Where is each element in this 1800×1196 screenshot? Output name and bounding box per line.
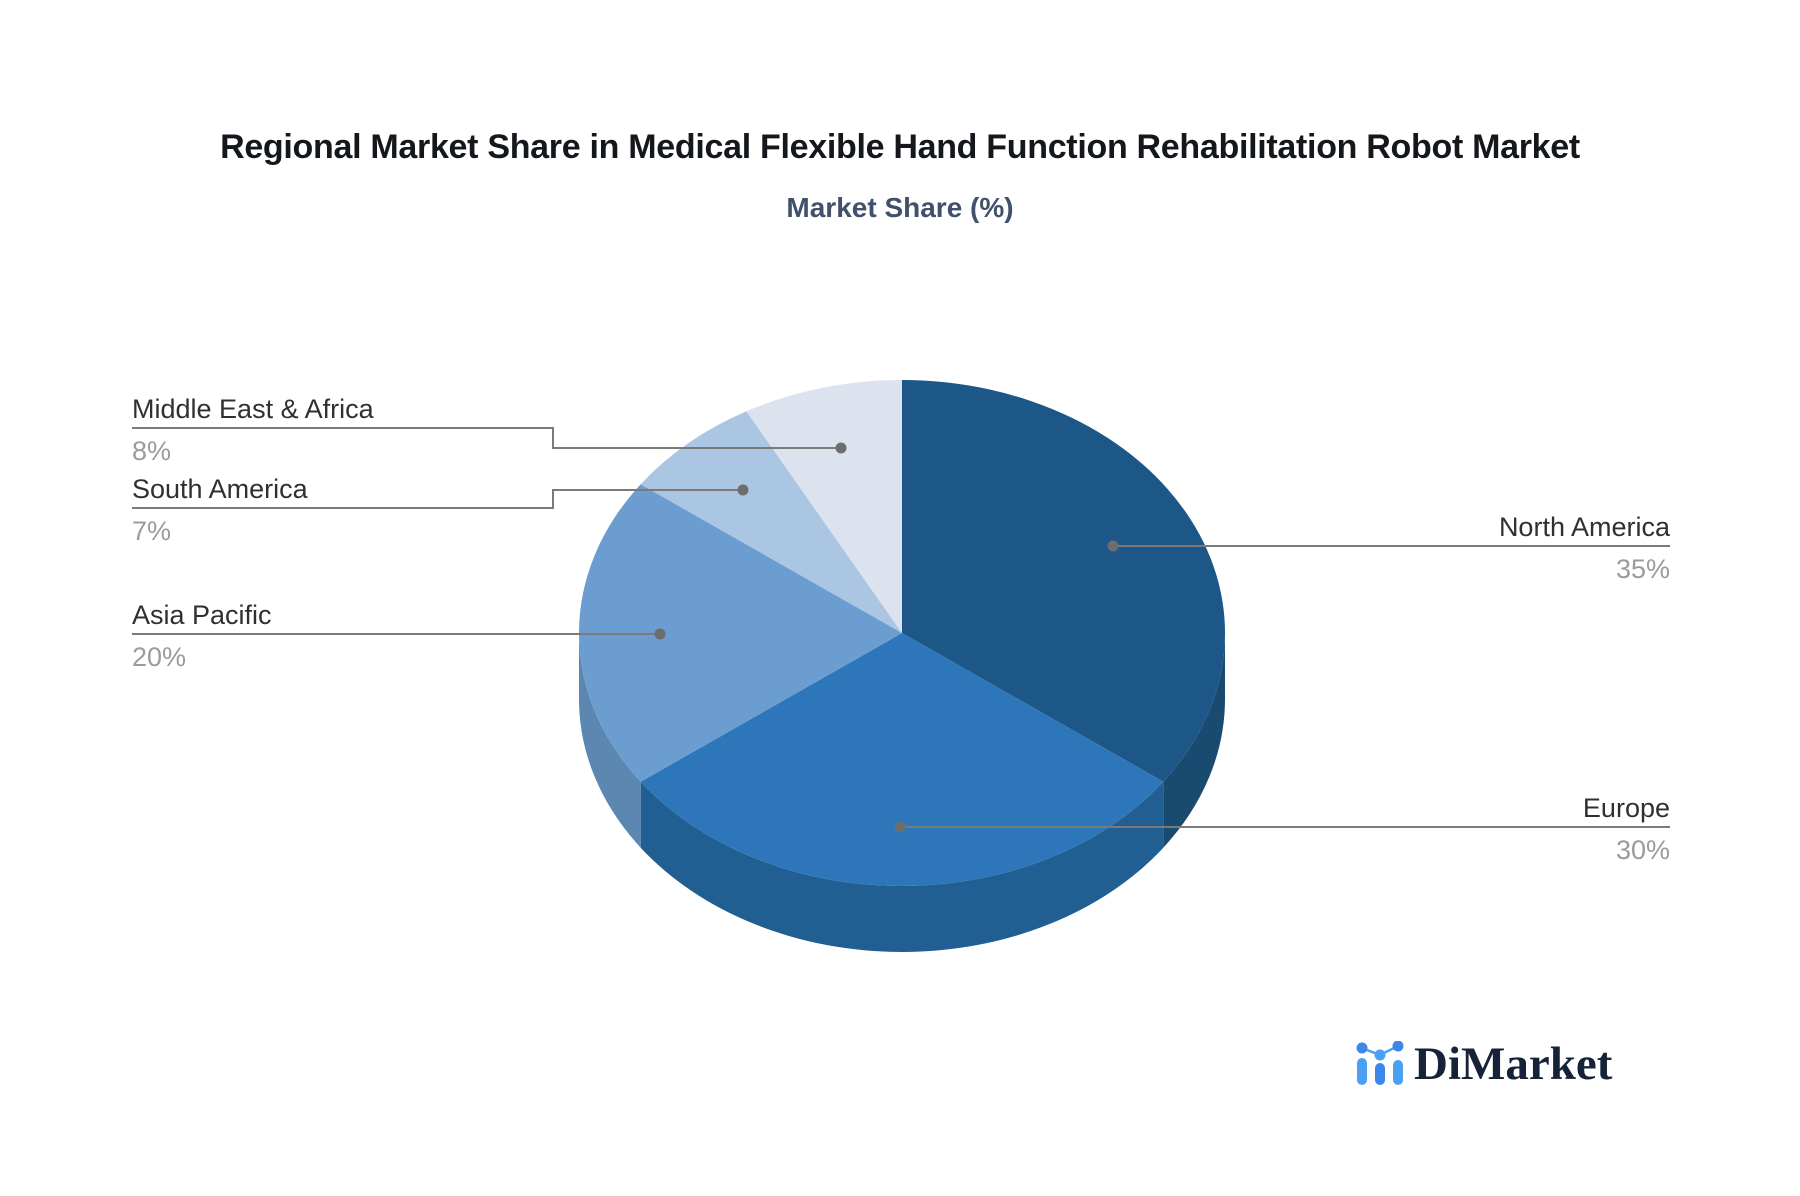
- pie-slice-north-america[interactable]: [902, 380, 1225, 782]
- slice-percent-europe: 30%: [1616, 835, 1670, 865]
- brand-logo-text: DiMarket: [1414, 1037, 1613, 1090]
- bar-chart-logo-icon: [1356, 1041, 1404, 1085]
- pie-callouts: North America 35% Europe 30% Asia Pacific 20%…: [132, 394, 1671, 865]
- leader-dot-south-america: [737, 484, 749, 496]
- pie-wall-north-america: [1163, 633, 1225, 848]
- pie-slice-asia-pacific[interactable]: [579, 484, 902, 782]
- slice-percent-south-america: 7%: [132, 516, 171, 546]
- leader-dot-north-america: [1107, 540, 1119, 552]
- slice-percent-north-america: 35%: [1616, 554, 1670, 584]
- leader-dot-europe: [894, 821, 906, 833]
- brand-logo[interactable]: DiMarket: [1356, 1036, 1612, 1092]
- pie-slice-europe[interactable]: [640, 633, 1164, 886]
- chart-title: Regional Market Share in Medical Flexibl…: [220, 128, 1580, 166]
- slice-label-middle-east-africa: Middle East & Africa: [132, 394, 375, 424]
- pie-wall-asia-pacific: [579, 633, 641, 848]
- pie-3d-walls: [579, 633, 1225, 952]
- pie-slice-middle-east-africa[interactable]: [746, 380, 902, 633]
- leader-line-south-america: [132, 489, 743, 509]
- leader-dot-middle-east-africa: [835, 442, 847, 454]
- slice-percent-asia-pacific: 20%: [132, 642, 186, 672]
- slice-label-asia-pacific: Asia Pacific: [132, 600, 272, 630]
- chart-subtitle: Market Share (%): [786, 192, 1014, 223]
- slice-label-north-america: North America: [1499, 512, 1671, 542]
- pie-slice-south-america[interactable]: [640, 411, 902, 633]
- slice-label-europe: Europe: [1583, 793, 1670, 823]
- pie-slices: [579, 380, 1225, 886]
- slice-label-south-america: South America: [132, 474, 309, 504]
- slice-percent-middle-east-africa: 8%: [132, 436, 171, 466]
- pie-wall-europe: [640, 781, 1164, 952]
- leader-line-middle-east-africa: [132, 427, 841, 449]
- leader-dot-asia-pacific: [654, 628, 666, 640]
